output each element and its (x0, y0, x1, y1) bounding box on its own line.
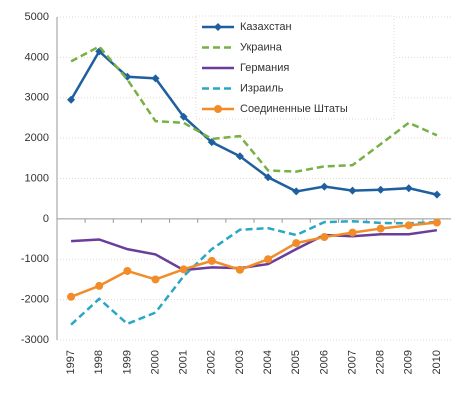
data-point (123, 266, 132, 275)
data-point (123, 72, 132, 81)
data-point (151, 74, 160, 83)
x-tick-label: 2003 (234, 350, 246, 374)
series-line (70, 228, 438, 272)
data-point (292, 187, 301, 196)
y-tick-label: 2000 (25, 132, 49, 144)
data-point (67, 95, 76, 104)
data-point (348, 186, 357, 195)
legend-box (195, 15, 395, 120)
data-point (95, 281, 104, 290)
x-tick-label: 2006 (318, 350, 330, 374)
x-tick-label: 2010 (431, 350, 443, 374)
x-tick-label: 2007 (346, 350, 358, 374)
legend-label: Соединенные Штаты (240, 103, 348, 115)
data-point (376, 185, 385, 194)
data-point (432, 218, 441, 227)
data-point (179, 265, 188, 274)
series-line (70, 44, 438, 173)
data-point (292, 239, 301, 248)
x-tick-label: 2208 (375, 350, 387, 374)
data-point (320, 182, 329, 191)
legend-marker (214, 105, 222, 113)
x-tick-label: 2004 (262, 350, 274, 374)
x-tick-label: 2001 (178, 350, 190, 374)
data-point (207, 138, 216, 147)
data-point (67, 292, 76, 301)
data-point (151, 275, 160, 284)
series-line (69, 49, 438, 196)
data-point (432, 190, 441, 199)
y-tick-label: 3000 (25, 92, 49, 104)
legend-label: Германия (240, 62, 289, 74)
legend-marker (214, 23, 222, 31)
y-tick-label: 1000 (25, 172, 49, 184)
series-line (70, 220, 437, 326)
data-point (404, 184, 413, 193)
x-tick-label: 2000 (149, 350, 161, 374)
data-point (179, 112, 188, 121)
data-point (264, 173, 273, 182)
data-point (348, 228, 357, 237)
legend-label: Казахстан (240, 21, 292, 33)
legend-label: Израиль (240, 82, 284, 94)
y-tick-label: -3000 (21, 334, 49, 346)
series-line (70, 221, 438, 298)
data-point (235, 265, 244, 274)
legend-label: Украина (240, 41, 283, 53)
x-tick-label: 1998 (93, 350, 105, 374)
data-point (207, 256, 216, 265)
data-point (264, 255, 273, 264)
x-tick-label: 2002 (206, 350, 218, 374)
y-tick-label: 4000 (25, 51, 49, 63)
x-tick-label: 1999 (121, 350, 133, 374)
data-point (376, 224, 385, 233)
y-tick-label: 0 (43, 213, 49, 225)
x-tick-label: 2009 (403, 350, 415, 374)
data-point (404, 221, 413, 230)
data-point (235, 152, 244, 161)
x-tick-label: 1997 (65, 350, 77, 374)
y-tick-label: -1000 (21, 253, 49, 265)
y-tick-label: -2000 (21, 294, 49, 306)
data-point (320, 233, 329, 242)
x-tick-label: 2005 (290, 350, 302, 374)
y-tick-label: 5000 (25, 11, 49, 23)
